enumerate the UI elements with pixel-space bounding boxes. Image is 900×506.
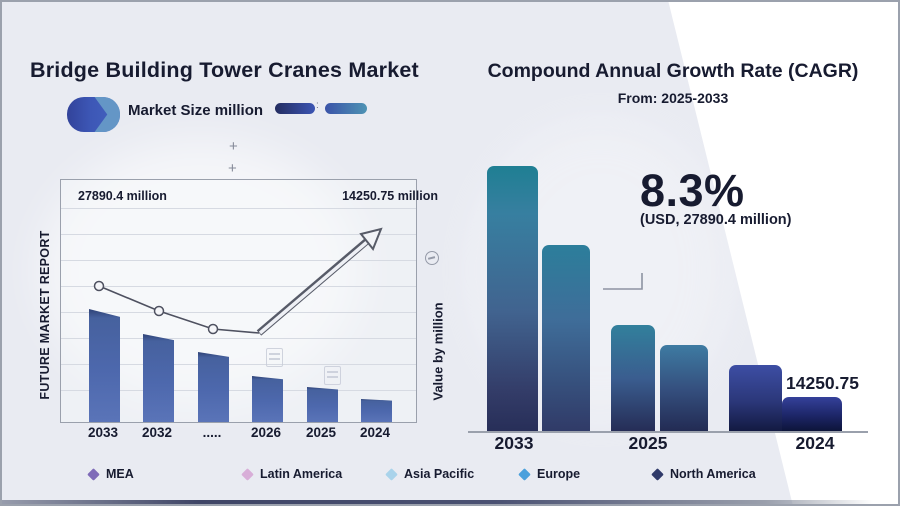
legend-item-asia-pacific: Asia Pacific: [385, 467, 475, 481]
cagr-value: 8.3%: [640, 165, 745, 216]
legend-item-latin-america: Latin America: [241, 467, 343, 481]
gridline: [61, 338, 416, 339]
plus-decor: +: [229, 138, 238, 155]
cagr-title: Compound Annual Growth Rate (CAGR): [487, 60, 859, 82]
cagr-bar-2025-b: [660, 345, 708, 432]
bar-2026: [252, 376, 283, 422]
step-bracket-line: [603, 273, 643, 290]
x-label-2024: 2024: [795, 433, 835, 453]
legend-label: MEA: [106, 467, 134, 481]
bottom-shadow-strip: [0, 500, 900, 506]
cagr-detail: (USD, 27890.4 million): [640, 212, 792, 228]
market-size-legend-label: Market Size million: [128, 102, 264, 119]
legend-label: North America: [670, 467, 756, 481]
plus-decor: +: [228, 160, 237, 177]
cagr-bar-2033-b: [542, 245, 590, 432]
legend-label: Europe: [537, 467, 581, 481]
gridline: [61, 260, 416, 261]
cagr-bar-2024-b: [782, 397, 842, 432]
diamond-icon: [87, 467, 100, 481]
bar-2033: [89, 309, 120, 422]
legend-item-north-america: North America: [651, 467, 756, 481]
end-value-label: 14250.75 million: [342, 189, 438, 203]
x-label-dots: .....: [202, 425, 222, 440]
diamond-icon: [518, 467, 531, 481]
gridline: [61, 208, 416, 209]
legend-item-europe: Europe: [518, 467, 581, 481]
cylinder-facet: [94, 97, 120, 132]
cagr-bar-2033-a: [487, 166, 538, 432]
legend-label: Asia Pacific: [404, 467, 475, 481]
left-chart-panel: 27890.4 million 14250.75 million: [60, 179, 438, 423]
future-market-report-watermark: FUTURE MARKET REPORT: [38, 230, 52, 400]
start-value-label: 27890.4 million: [78, 189, 167, 203]
diamond-icon: [651, 467, 664, 481]
bar-intermediate: [198, 352, 229, 422]
x-label-2026: 2026: [250, 425, 282, 440]
x-label-2032: 2032: [141, 425, 173, 440]
diamond-icon: [241, 467, 254, 481]
bar-2032: [143, 334, 174, 422]
x-label-2024: 2024: [359, 425, 391, 440]
baseline-axis: [468, 431, 868, 433]
gridline: [61, 312, 416, 313]
trend-line-and-arrow: [93, 227, 383, 336]
cagr-subtitle: From: 2025-2033: [617, 90, 729, 106]
gridline: [61, 390, 416, 391]
x-label-2033: 2033: [87, 425, 119, 440]
document-watermark-icon: [324, 366, 341, 385]
x-label-2025: 2025: [305, 425, 337, 440]
value-axis-label: Value by million: [430, 302, 446, 401]
x-label-2025: 2025: [628, 433, 668, 453]
pill-separator: :: [316, 100, 319, 111]
x-label-2033: 2033: [494, 433, 534, 453]
bar-2024: [361, 399, 392, 422]
gridline: [61, 234, 416, 235]
left-chart-title: Bridge Building Tower Cranes Market: [30, 58, 419, 82]
gradient-pill-icon: [325, 103, 367, 114]
minus-circle-icon: [425, 251, 439, 265]
cylinder-3d-icon: [67, 97, 120, 132]
value-label-2024: 14250.75: [786, 373, 859, 393]
bar-2025: [307, 387, 338, 422]
cagr-bar-2024-a: [729, 365, 782, 432]
legend-item-mea: MEA: [87, 467, 134, 481]
gridline: [61, 286, 416, 287]
gridline: [61, 364, 416, 365]
gradient-pill-icon: [275, 103, 315, 114]
legend-label: Latin America: [260, 467, 343, 481]
document-watermark-icon: [266, 348, 283, 367]
cagr-bar-2025-a: [611, 325, 655, 432]
diamond-icon: [385, 467, 398, 481]
